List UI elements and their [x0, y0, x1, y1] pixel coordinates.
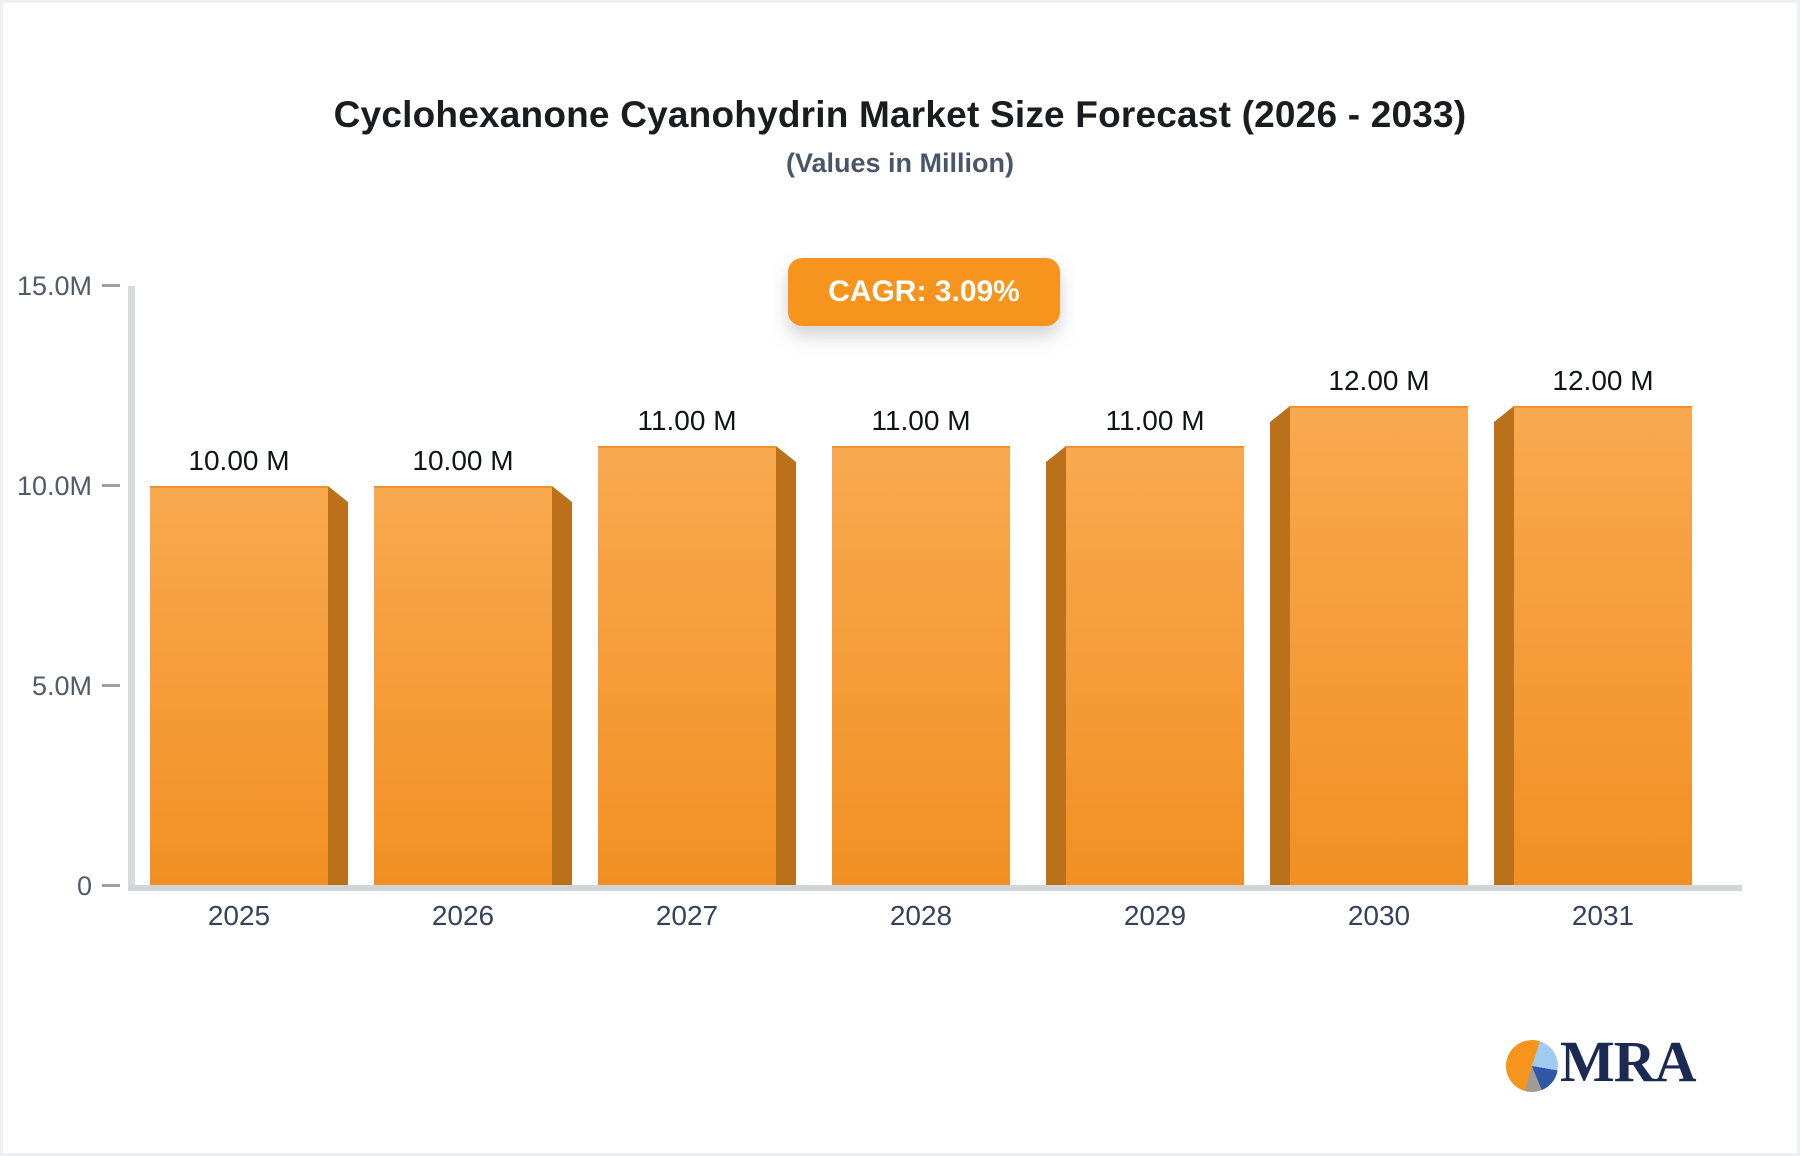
bar-side-face — [1270, 406, 1290, 886]
x-axis-category-label: 2029 — [1123, 900, 1187, 931]
bar-side-face — [1046, 446, 1066, 886]
x-axis-category-label: 2028 — [889, 900, 953, 931]
bar-value-label: 11.00 M — [871, 405, 971, 436]
bar-side-face — [776, 446, 796, 886]
x-axis-category-label: 2025 — [207, 900, 271, 931]
bar — [1290, 406, 1468, 886]
x-axis-line — [128, 885, 1742, 891]
y-tick-mark — [102, 284, 120, 287]
chart-subtitle: (Values in Million) — [785, 148, 1015, 178]
bar-value-label: 11.00 M — [1105, 405, 1205, 436]
x-axis-category-label: 2027 — [655, 900, 719, 931]
bar — [1514, 406, 1692, 886]
bar-value-label: 12.00 M — [1328, 365, 1430, 396]
bar — [150, 486, 328, 886]
y-tick-label: 15.0M — [16, 271, 92, 301]
bar — [1066, 446, 1244, 886]
x-axis-category-label: 2031 — [1571, 900, 1635, 931]
bar-side-face — [1494, 406, 1514, 886]
bar-value-label: 10.00 M — [412, 445, 514, 476]
y-tick-label: 10.0M — [16, 471, 92, 501]
bar — [832, 446, 1010, 886]
y-tick-mark — [102, 884, 120, 887]
y-tick-label: 0 — [76, 871, 92, 901]
x-axis-category-label: 2030 — [1347, 900, 1411, 931]
y-tick-mark — [102, 484, 120, 487]
y-axis-line — [128, 286, 135, 890]
mra-logo: MRA — [1506, 1032, 1697, 1092]
bar — [374, 486, 552, 886]
chart-title: Cyclohexanone Cyanohydrin Market Size Fo… — [333, 94, 1467, 135]
x-axis-category-label: 2026 — [431, 900, 495, 931]
bar — [598, 446, 776, 886]
bar-value-label: 10.00 M — [188, 445, 290, 476]
y-tick-label: 5.0M — [31, 671, 92, 701]
bar-value-label: 12.00 M — [1552, 365, 1654, 396]
cagr-badge: CAGR: 3.09% — [788, 258, 1060, 326]
bar-side-face — [552, 486, 572, 886]
bar-side-face — [328, 486, 348, 886]
y-tick-mark — [102, 684, 120, 687]
mra-logo-pie-icon — [1506, 1040, 1558, 1092]
bar-value-label: 11.00 M — [637, 405, 737, 436]
mra-logo-text: MRA — [1560, 1029, 1697, 1094]
